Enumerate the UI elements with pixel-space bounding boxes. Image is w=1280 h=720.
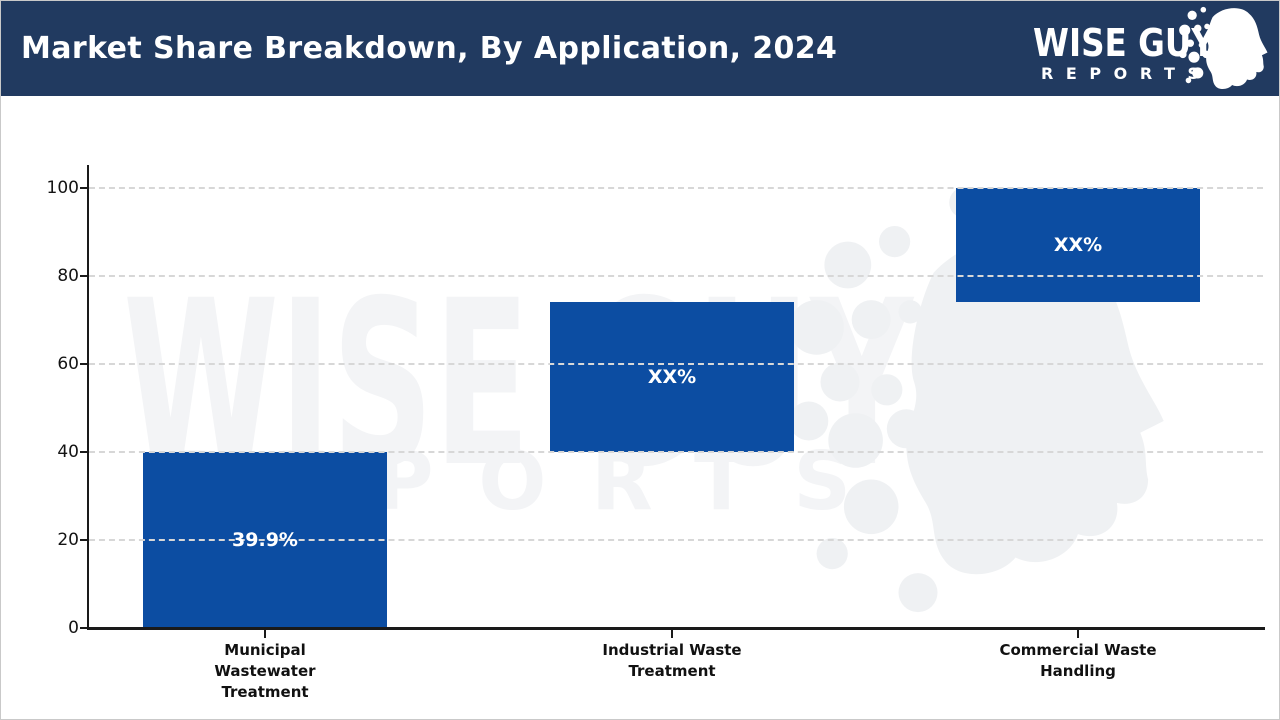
x-tick-mark xyxy=(671,630,673,638)
wise-guy-reports-logo: WISE GUY REPORTS xyxy=(1033,6,1268,89)
y-tick-label: 100 xyxy=(46,178,79,198)
y-tick-label: 20 xyxy=(57,530,79,550)
gridline xyxy=(89,363,1263,365)
y-tick-mark xyxy=(80,187,89,189)
y-tick-label: 0 xyxy=(68,618,79,638)
y-tick-mark xyxy=(80,451,89,453)
bar-industrial-waste-treatment xyxy=(550,302,794,453)
y-tick-mark xyxy=(80,627,89,629)
bar-value-label: XX% xyxy=(647,366,697,389)
logo-reports-text: REPORTS xyxy=(1041,64,1199,83)
x-category-label: Industrial Waste Treatment xyxy=(602,641,742,680)
header-bar: Market Share Breakdown, By Application, … xyxy=(1,1,1279,96)
gridline xyxy=(89,275,1263,277)
y-tick-label: 80 xyxy=(57,266,79,286)
y-axis-spine xyxy=(87,165,89,630)
bar-value-label: 39.9% xyxy=(232,529,298,552)
x-axis-spine xyxy=(87,627,1265,630)
x-tick-mark xyxy=(264,630,266,638)
bar-value-label: XX% xyxy=(1053,234,1103,257)
x-category-label: Commercial Waste Handling xyxy=(999,641,1157,680)
x-category-label: Municipal Wastewater Treatment xyxy=(214,641,316,701)
y-tick-mark xyxy=(80,539,89,541)
gridline xyxy=(89,187,1263,189)
y-tick-label: 40 xyxy=(57,442,79,462)
y-tick-mark xyxy=(80,275,89,277)
x-tick-mark xyxy=(1077,630,1079,638)
gridline xyxy=(89,451,1263,453)
logo-face-icon xyxy=(1179,6,1268,89)
gridline xyxy=(89,539,1263,541)
y-tick-label: 60 xyxy=(57,354,79,374)
page-title: Market Share Breakdown, By Application, … xyxy=(21,31,838,66)
y-tick-mark xyxy=(80,363,89,365)
